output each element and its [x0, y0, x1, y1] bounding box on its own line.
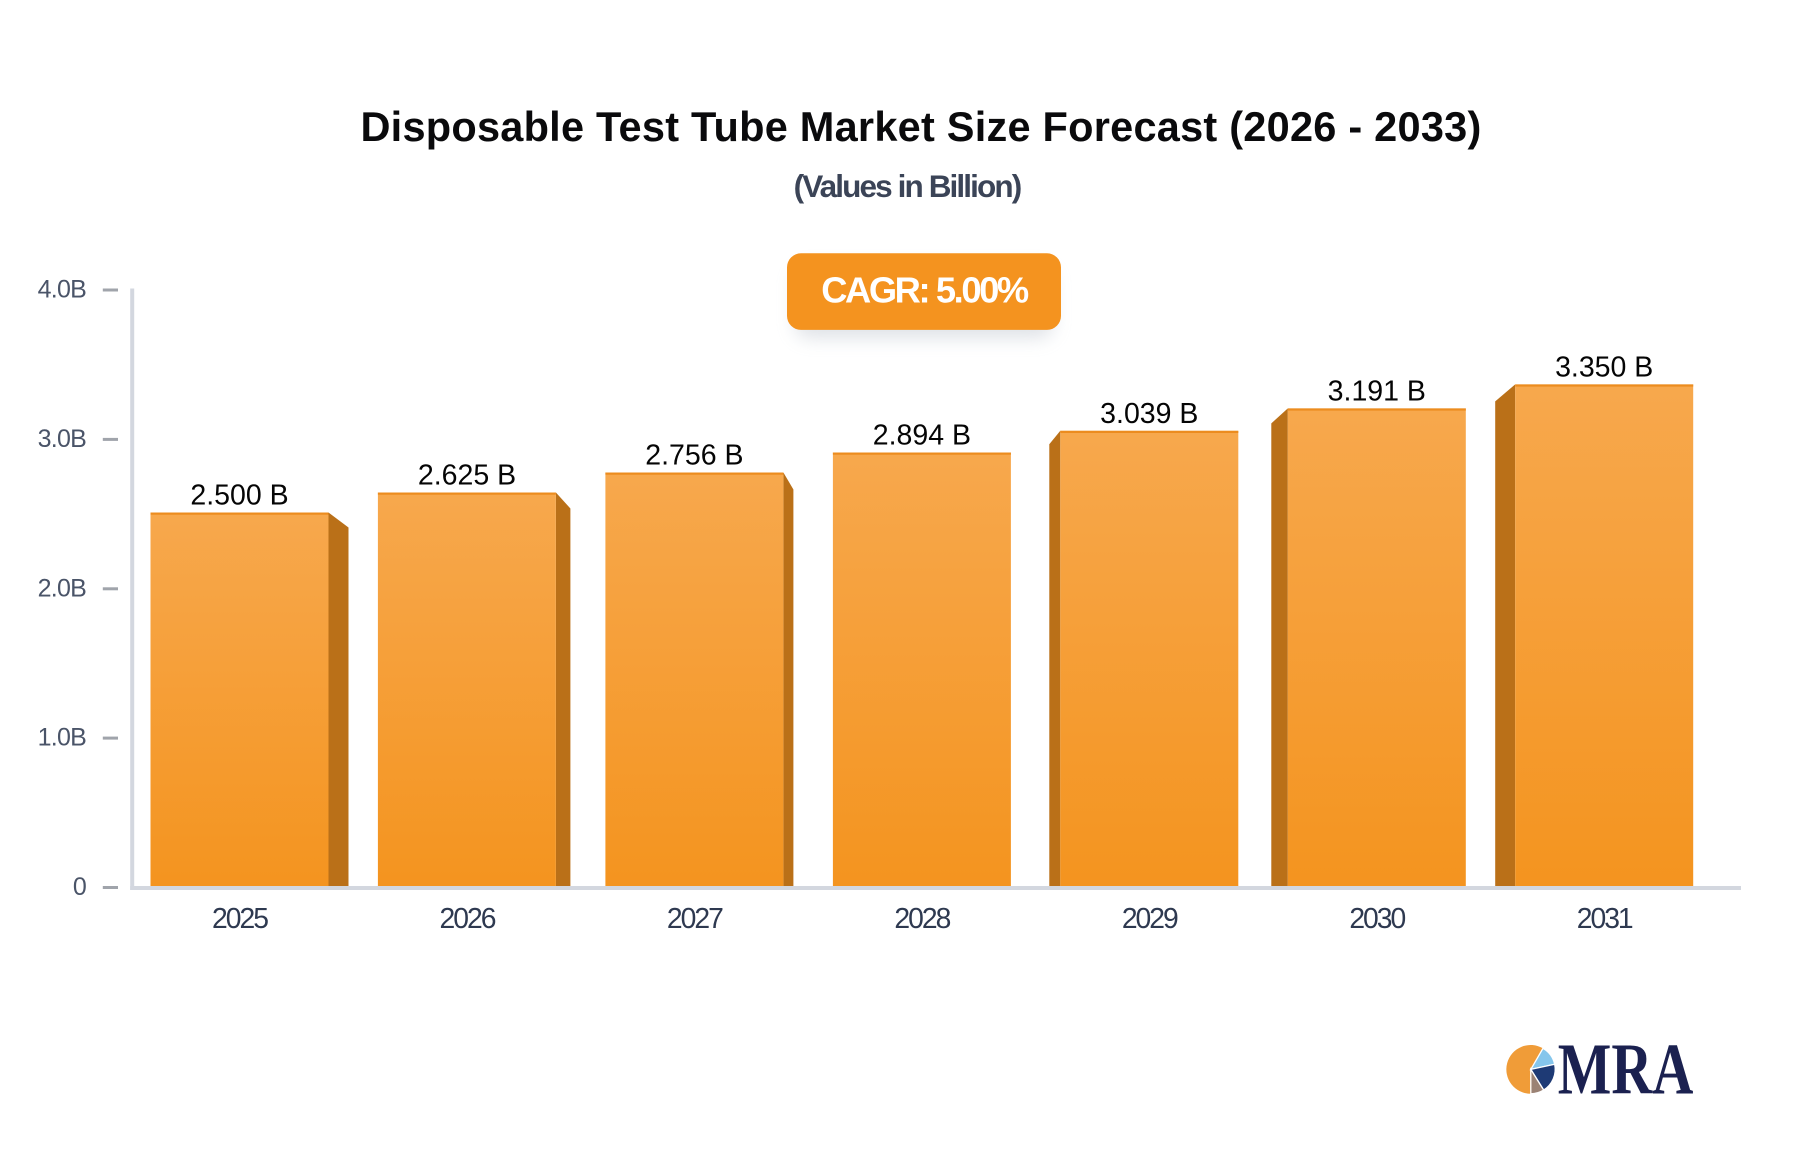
svg-text:2.894 B: 2.894 B [873, 420, 971, 452]
svg-text:1.0B: 1.0B [38, 724, 86, 752]
svg-text:2.625 B: 2.625 B [418, 460, 516, 492]
svg-text:4.0B: 4.0B [38, 276, 86, 304]
svg-text:2028: 2028 [894, 902, 950, 934]
svg-text:3.039 B: 3.039 B [1100, 398, 1198, 430]
svg-text:2029: 2029 [1122, 902, 1178, 934]
svg-text:2.756 B: 2.756 B [645, 440, 743, 472]
svg-text:3.191 B: 3.191 B [1328, 375, 1426, 407]
svg-text:2.0B: 2.0B [38, 574, 86, 602]
svg-text:MRA: MRA [1558, 1028, 1694, 1109]
svg-text:2027: 2027 [667, 902, 723, 934]
svg-text:2025: 2025 [212, 902, 268, 934]
svg-text:Disposable Test Tube Market Si: Disposable Test Tube Market Size Forecas… [360, 103, 1481, 150]
svg-text:0: 0 [73, 873, 86, 901]
svg-text:2.500 B: 2.500 B [190, 480, 288, 512]
svg-text:2031: 2031 [1577, 902, 1633, 934]
svg-text:3.350 B: 3.350 B [1555, 351, 1653, 383]
svg-text:2030: 2030 [1349, 902, 1405, 934]
svg-text:(Values in Billion): (Values in Billion) [794, 168, 1021, 204]
svg-text:3.0B: 3.0B [38, 425, 86, 453]
svg-text:CAGR: 5.00%: CAGR: 5.00% [821, 269, 1029, 310]
svg-text:2026: 2026 [440, 902, 496, 934]
